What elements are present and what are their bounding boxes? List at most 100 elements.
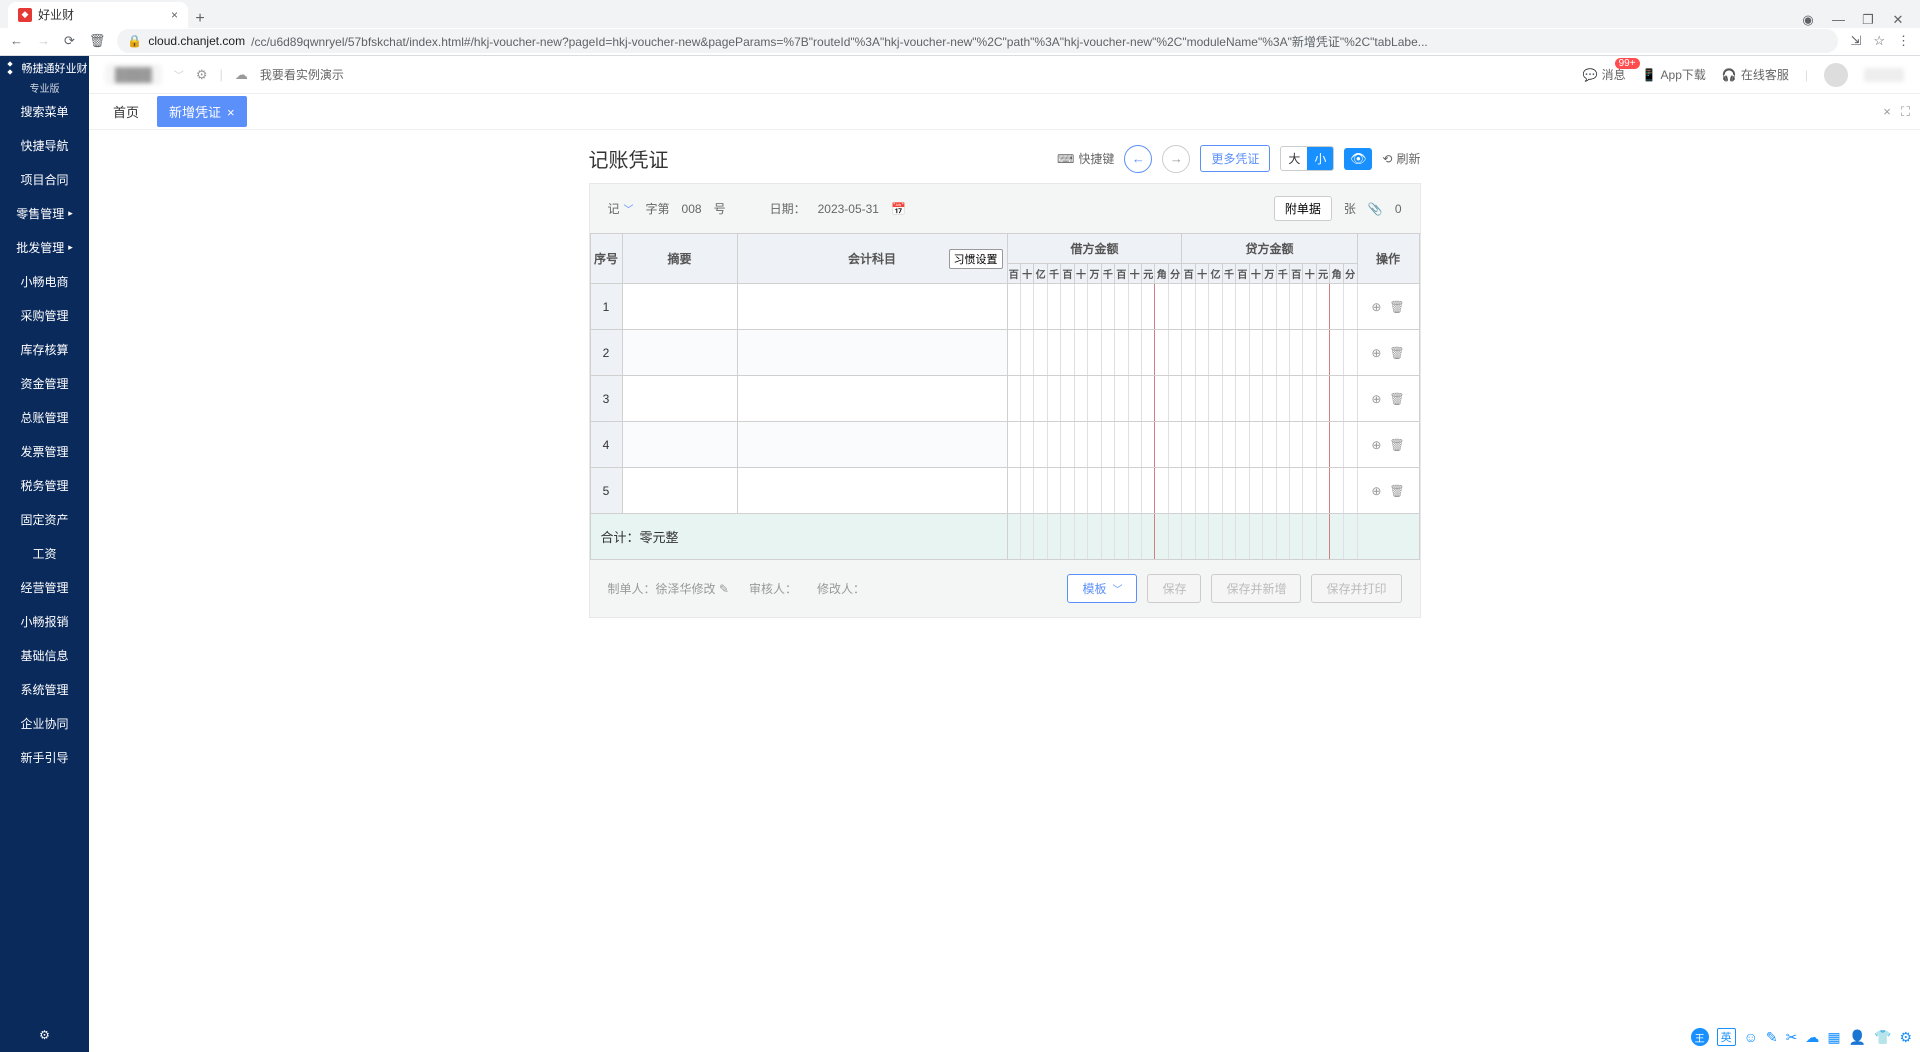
digit-cell[interactable] bbox=[1222, 468, 1235, 514]
tab-home[interactable]: 首页 bbox=[101, 96, 151, 127]
digit-cell[interactable] bbox=[1155, 422, 1168, 468]
digit-cell[interactable] bbox=[1007, 376, 1020, 422]
size-small[interactable]: 小 bbox=[1307, 147, 1333, 170]
digit-cell[interactable] bbox=[1074, 422, 1087, 468]
preview-button[interactable]: 👁 bbox=[1344, 148, 1372, 170]
digit-cell[interactable] bbox=[1020, 376, 1033, 422]
delete-row-icon[interactable]: 🗑 bbox=[1389, 300, 1404, 314]
template-button[interactable]: 模板﹀ bbox=[1067, 574, 1137, 603]
digit-cell[interactable] bbox=[1303, 330, 1316, 376]
sidebar-item[interactable]: 系统管理 bbox=[0, 672, 89, 706]
digit-cell[interactable] bbox=[1088, 330, 1101, 376]
service-link[interactable]: 🎧 在线客服 bbox=[1722, 66, 1789, 83]
digit-cell[interactable] bbox=[1168, 422, 1181, 468]
digit-cell[interactable] bbox=[1128, 330, 1141, 376]
digit-cell[interactable] bbox=[1316, 422, 1329, 468]
delete-row-icon[interactable]: 🗑 bbox=[1389, 392, 1404, 406]
digit-cell[interactable] bbox=[1343, 330, 1357, 376]
sidebar-item[interactable]: 工资 bbox=[0, 536, 89, 570]
digit-cell[interactable] bbox=[1142, 468, 1155, 514]
subject-cell[interactable] bbox=[737, 284, 1007, 330]
maximize-icon[interactable]: ❐ bbox=[1862, 12, 1874, 28]
digit-cell[interactable] bbox=[1115, 330, 1128, 376]
digit-cell[interactable] bbox=[1115, 284, 1128, 330]
sidebar-item[interactable]: 新手引导 bbox=[0, 740, 89, 774]
digit-cell[interactable] bbox=[1343, 468, 1357, 514]
digit-cell[interactable] bbox=[1034, 284, 1047, 330]
digit-cell[interactable] bbox=[1168, 330, 1181, 376]
org-settings-icon[interactable]: ⚙ bbox=[196, 67, 208, 83]
sidebar-item[interactable]: 企业协同 bbox=[0, 706, 89, 740]
digit-cell[interactable] bbox=[1061, 422, 1074, 468]
digit-cell[interactable] bbox=[1047, 330, 1060, 376]
tab-voucher[interactable]: 新增凭证× bbox=[157, 96, 247, 127]
minimize-icon[interactable]: — bbox=[1832, 12, 1844, 28]
digit-cell[interactable] bbox=[1182, 422, 1195, 468]
digit-cell[interactable] bbox=[1074, 330, 1087, 376]
save-new-button[interactable]: 保存并新增 bbox=[1211, 574, 1301, 603]
digit-cell[interactable] bbox=[1020, 284, 1033, 330]
digit-cell[interactable] bbox=[1088, 284, 1101, 330]
digit-cell[interactable] bbox=[1182, 376, 1195, 422]
digit-cell[interactable] bbox=[1249, 376, 1262, 422]
voucher-number[interactable]: 008 bbox=[682, 202, 702, 216]
digit-cell[interactable] bbox=[1236, 468, 1249, 514]
digit-cell[interactable] bbox=[1222, 376, 1235, 422]
refresh-button[interactable]: ⟲刷新 bbox=[1382, 150, 1420, 167]
digit-cell[interactable] bbox=[1303, 468, 1316, 514]
digit-cell[interactable] bbox=[1155, 330, 1168, 376]
digit-cell[interactable] bbox=[1316, 330, 1329, 376]
digit-cell[interactable] bbox=[1236, 422, 1249, 468]
digit-cell[interactable] bbox=[1330, 376, 1343, 422]
digit-cell[interactable] bbox=[1074, 284, 1087, 330]
sidebar-item[interactable]: 基础信息 bbox=[0, 638, 89, 672]
digit-cell[interactable] bbox=[1316, 376, 1329, 422]
digit-cell[interactable] bbox=[1343, 284, 1357, 330]
sidebar-item[interactable]: 快捷导航 bbox=[0, 128, 89, 162]
digit-cell[interactable] bbox=[1303, 376, 1316, 422]
digit-cell[interactable] bbox=[1276, 284, 1289, 330]
sidebar-item[interactable]: 搜索菜单 bbox=[0, 94, 89, 128]
digit-cell[interactable] bbox=[1209, 422, 1222, 468]
digit-cell[interactable] bbox=[1074, 468, 1087, 514]
digit-cell[interactable] bbox=[1115, 468, 1128, 514]
digit-cell[interactable] bbox=[1330, 330, 1343, 376]
habit-button[interactable]: 习惯设置 bbox=[949, 249, 1003, 269]
digit-cell[interactable] bbox=[1209, 330, 1222, 376]
tray-pen-icon[interactable]: ✎ bbox=[1766, 1029, 1778, 1046]
tray-gear-icon[interactable]: ⚙ bbox=[1899, 1029, 1912, 1046]
digit-cell[interactable] bbox=[1128, 284, 1141, 330]
add-row-icon[interactable]: ⊕ bbox=[1371, 392, 1381, 406]
more-voucher-button[interactable]: 更多凭证 bbox=[1200, 145, 1270, 172]
save-print-button[interactable]: 保存并打印 bbox=[1311, 574, 1401, 603]
size-big[interactable]: 大 bbox=[1281, 147, 1307, 170]
digit-cell[interactable] bbox=[1222, 284, 1235, 330]
tray-person-icon[interactable]: 👤 bbox=[1849, 1029, 1866, 1046]
digit-cell[interactable] bbox=[1101, 330, 1114, 376]
digit-cell[interactable] bbox=[1249, 330, 1262, 376]
digit-cell[interactable] bbox=[1182, 284, 1195, 330]
digit-cell[interactable] bbox=[1061, 330, 1074, 376]
tray-emoji-icon[interactable]: ☺ bbox=[1744, 1029, 1758, 1045]
digit-cell[interactable] bbox=[1276, 468, 1289, 514]
digit-cell[interactable] bbox=[1263, 422, 1276, 468]
tray-scissors-icon[interactable]: ✂ bbox=[1786, 1029, 1798, 1046]
digit-cell[interactable] bbox=[1155, 468, 1168, 514]
digit-cell[interactable] bbox=[1290, 284, 1303, 330]
app-download-link[interactable]: 📱 App下载 bbox=[1642, 66, 1706, 83]
digit-cell[interactable] bbox=[1115, 422, 1128, 468]
digit-cell[interactable] bbox=[1074, 376, 1087, 422]
url-field[interactable]: 🔒 cloud.chanjet.com/cc/u6d89qwnryel/57bf… bbox=[117, 29, 1838, 53]
add-row-icon[interactable]: ⊕ bbox=[1371, 346, 1381, 360]
digit-cell[interactable] bbox=[1195, 330, 1208, 376]
digit-cell[interactable] bbox=[1290, 468, 1303, 514]
digit-cell[interactable] bbox=[1115, 376, 1128, 422]
digit-cell[interactable] bbox=[1249, 468, 1262, 514]
digit-cell[interactable] bbox=[1276, 330, 1289, 376]
digit-cell[interactable] bbox=[1276, 376, 1289, 422]
digit-cell[interactable] bbox=[1007, 468, 1020, 514]
tray-shirt-icon[interactable]: 👕 bbox=[1874, 1029, 1891, 1046]
digit-cell[interactable] bbox=[1222, 330, 1235, 376]
digit-cell[interactable] bbox=[1142, 376, 1155, 422]
add-row-icon[interactable]: ⊕ bbox=[1371, 484, 1381, 498]
